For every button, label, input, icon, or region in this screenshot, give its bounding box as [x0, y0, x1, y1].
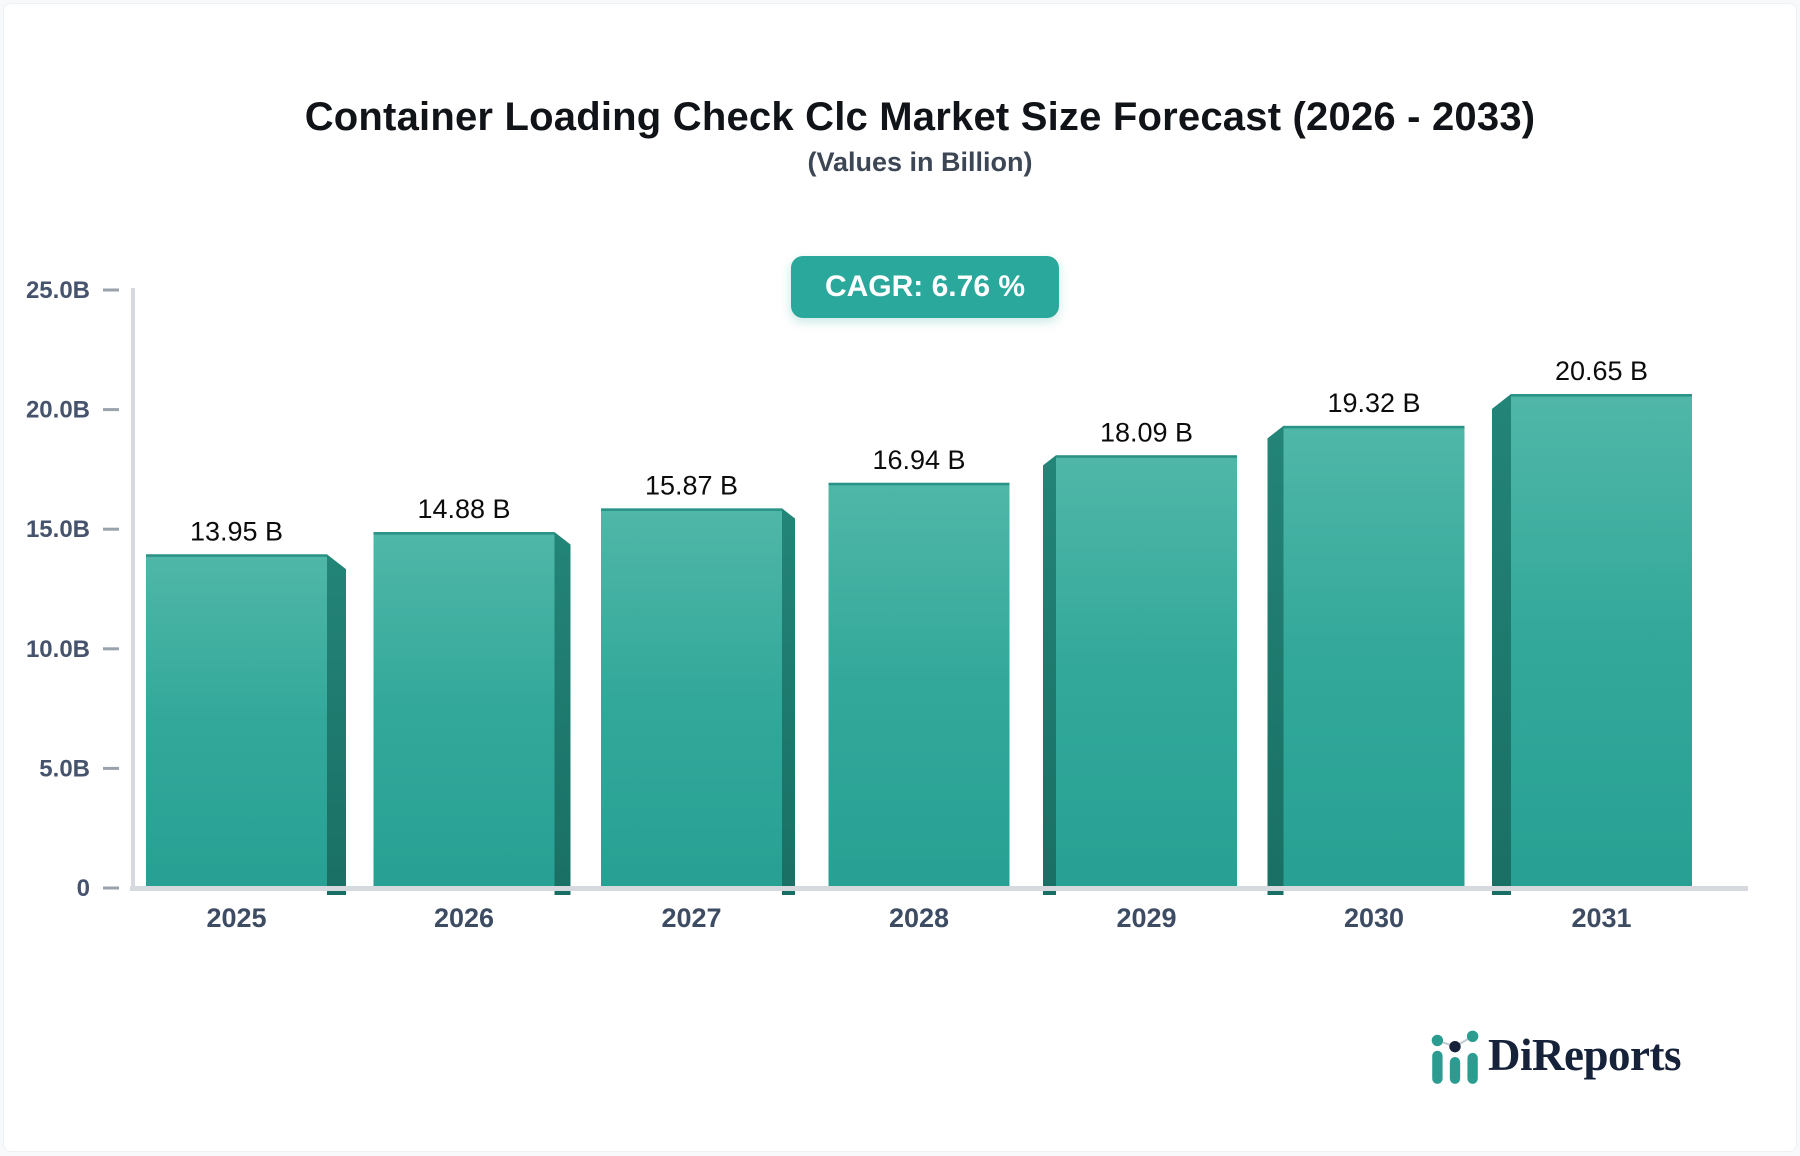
cagr-badge: CAGR: 6.76 %	[790, 256, 1060, 318]
logo-bar	[1467, 1052, 1478, 1084]
bar-front-face	[373, 532, 555, 890]
page-title: Container Loading Check Clc Market Size …	[304, 95, 1536, 139]
bar-value-label: 18.09 B	[1100, 417, 1193, 447]
bar-side-face	[1267, 425, 1284, 895]
y-tick-dash	[103, 766, 119, 770]
bar-chart-logo-icon	[1431, 1030, 1479, 1084]
direports-logo: DiReports	[1430, 1026, 1681, 1088]
logo-bar	[1449, 1057, 1461, 1084]
logo-bar	[1432, 1050, 1443, 1084]
bar-2030	[1267, 425, 1465, 895]
bar-side-face	[1043, 455, 1056, 895]
x-axis-line	[130, 886, 1748, 891]
bar-front-face	[1283, 425, 1465, 890]
y-tick-dash	[103, 886, 119, 890]
bar-side-face	[782, 508, 795, 895]
y-tick-dash	[103, 527, 119, 531]
bar-front-face	[828, 482, 1010, 890]
bar-value-label: 19.32 B	[1327, 388, 1420, 418]
logo-text: DiReports	[1488, 1029, 1681, 1080]
logo-dot	[1431, 1034, 1444, 1047]
y-tick-dash	[103, 288, 119, 292]
bar-top-edge	[1511, 394, 1692, 397]
y-axis-line	[131, 288, 135, 891]
bar-side-face	[327, 554, 346, 895]
y-tick-dash	[103, 408, 119, 412]
x-axis-label: 2028	[889, 903, 949, 933]
bar-front-face	[1511, 394, 1692, 890]
bar-top-edge	[373, 532, 555, 535]
bar-side-face	[554, 532, 571, 895]
bar-front-face	[146, 554, 327, 890]
bar-value-label: 13.95 B	[190, 516, 283, 546]
logo-dot	[1466, 1030, 1479, 1042]
bar-value-label: 15.87 B	[645, 470, 738, 500]
bar-front-face	[601, 508, 782, 890]
x-axis-label: 2026	[434, 903, 494, 933]
y-axis-label: 0	[77, 875, 90, 902]
bar-side-face	[1492, 394, 1511, 895]
bar-front-face	[1056, 455, 1237, 890]
y-tick-dash	[103, 647, 119, 651]
y-axis-label: 5.0B	[39, 755, 90, 782]
y-axis-label: 20.0B	[26, 397, 90, 424]
bar-top-edge	[828, 482, 1010, 486]
bar-2031	[1492, 394, 1692, 895]
bar-top-edge	[601, 508, 782, 511]
bar-2029	[1043, 455, 1237, 895]
logo-dot	[1449, 1040, 1461, 1053]
bar-value-label: 16.94 B	[872, 445, 965, 475]
x-axis-label: 2027	[661, 903, 721, 933]
chart-subtitle: (Values in Billion)	[807, 147, 1033, 177]
bar-2027	[601, 508, 795, 895]
bar-2028	[828, 482, 1010, 890]
bar-top-edge	[1056, 455, 1237, 458]
y-axis-label: 15.0B	[26, 516, 90, 543]
x-axis-label: 2030	[1344, 903, 1404, 933]
y-axis-label: 25.0B	[26, 277, 90, 304]
bar-2026	[373, 532, 571, 895]
bar-top-edge	[146, 554, 327, 557]
x-axis-label: 2025	[206, 903, 266, 933]
y-axis-label: 10.0B	[26, 636, 90, 663]
bar-top-edge	[1283, 425, 1465, 429]
x-axis-label: 2031	[1571, 903, 1631, 933]
x-axis-label: 2029	[1116, 903, 1176, 933]
bar-2025	[146, 554, 346, 895]
bar-value-label: 14.88 B	[417, 494, 510, 524]
bar-value-label: 20.65 B	[1555, 356, 1648, 386]
